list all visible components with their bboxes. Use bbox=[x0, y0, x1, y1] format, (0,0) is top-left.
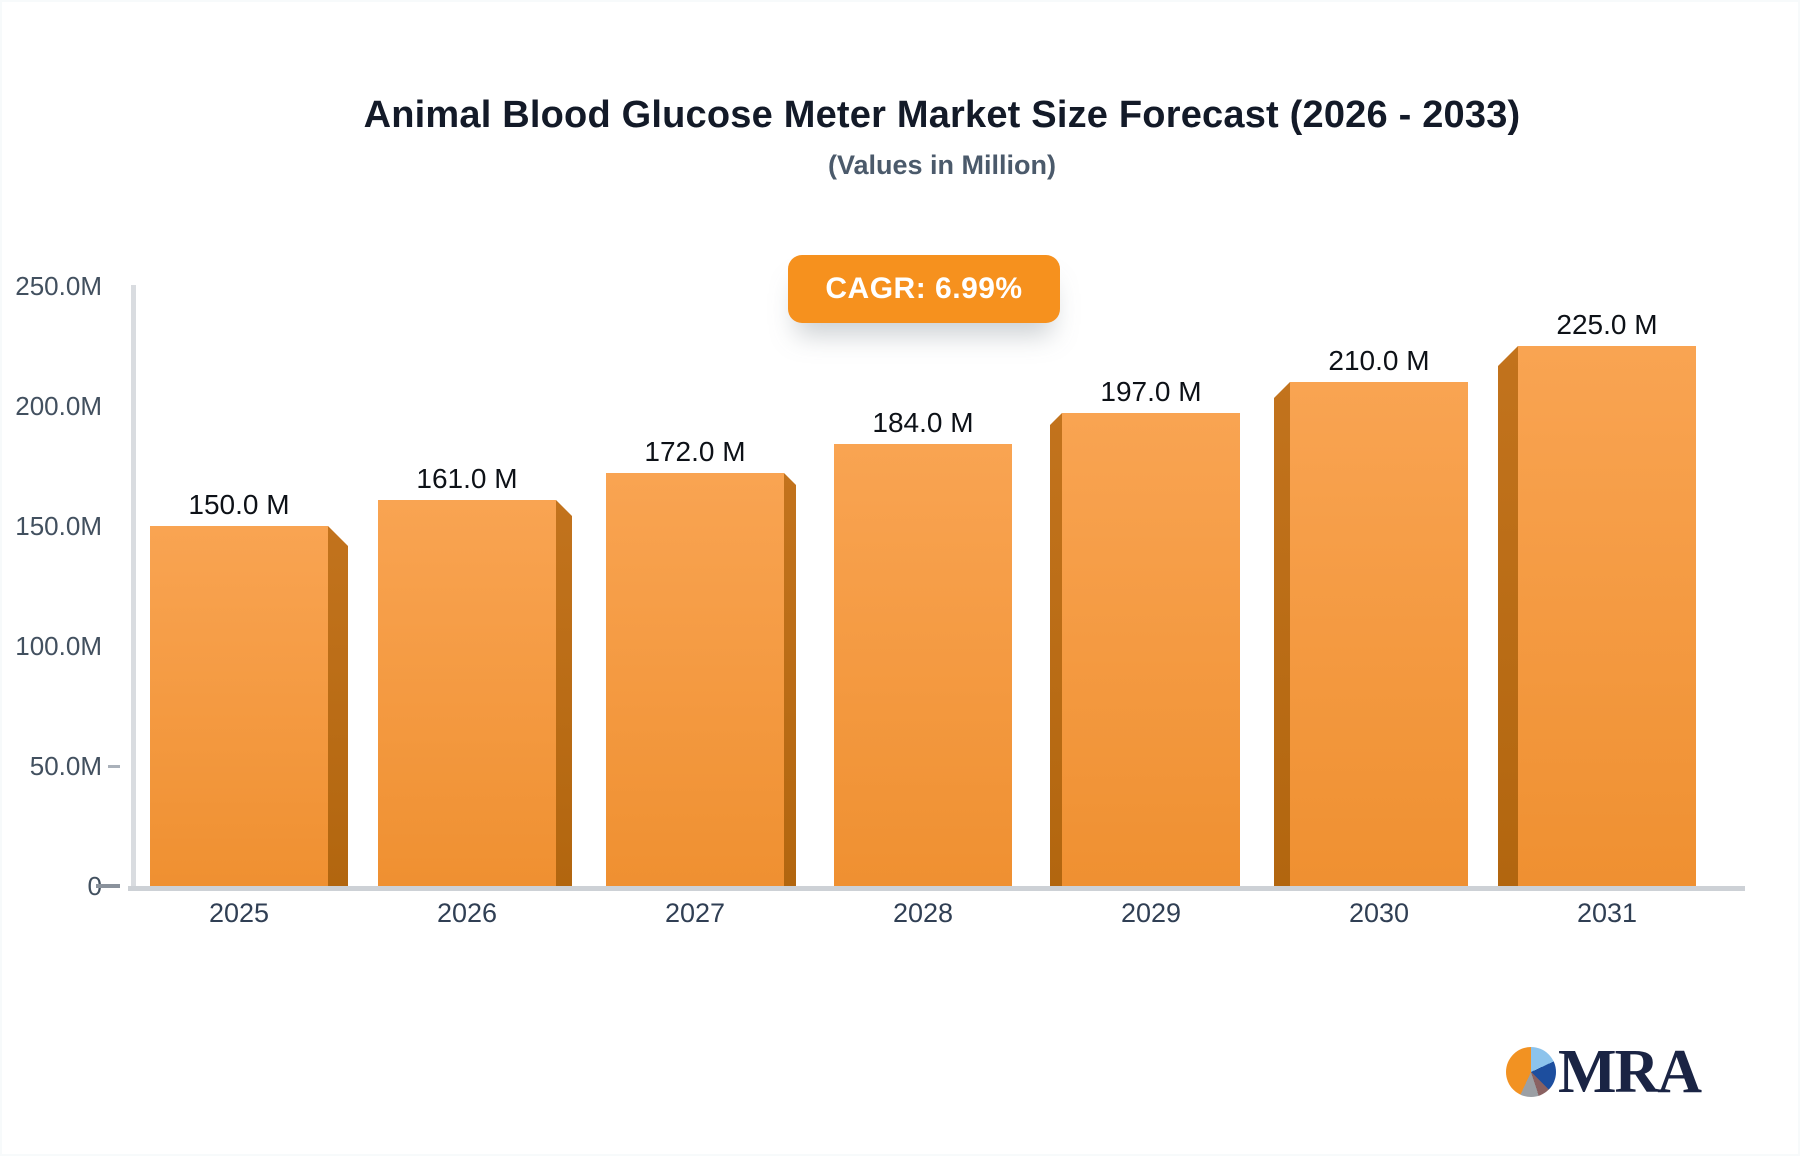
y-axis-tick-minor bbox=[108, 765, 120, 768]
bar-value-label: 184.0 M bbox=[872, 407, 974, 438]
x-axis-label: 2030 bbox=[1348, 898, 1410, 928]
bar-2029 bbox=[1062, 413, 1240, 886]
chart-subtitle: (Values in Million) bbox=[827, 150, 1057, 180]
y-axis-label: 0 bbox=[87, 871, 102, 901]
x-axis-label: 2031 bbox=[1576, 898, 1638, 928]
bar-side-2026 bbox=[556, 500, 572, 886]
y-axis-label: 200.0M bbox=[15, 391, 102, 421]
x-axis-label: 2029 bbox=[1120, 898, 1182, 928]
bar-side-2030 bbox=[1274, 382, 1290, 886]
x-axis-label: 2027 bbox=[664, 898, 726, 928]
bar-value-label: 161.0 M bbox=[416, 463, 518, 494]
y-axis-line bbox=[131, 285, 136, 886]
bar-side-2025 bbox=[328, 526, 348, 886]
cagr-badge: CAGR: 6.99% bbox=[788, 255, 1060, 323]
bar-2028 bbox=[834, 444, 1012, 886]
bar-2027 bbox=[606, 473, 784, 886]
y-axis-label: 150.0M bbox=[15, 511, 102, 541]
y-axis-label: 50.0M bbox=[29, 751, 102, 781]
bar-2030 bbox=[1290, 382, 1468, 886]
bar-2025 bbox=[150, 526, 328, 886]
bar-2031 bbox=[1518, 346, 1696, 886]
bar-value-label: 210.0 M bbox=[1328, 345, 1430, 376]
brand-logo-text: MRA bbox=[1558, 1038, 1702, 1106]
chart-title: Animal Blood Glucose Meter Market Size F… bbox=[363, 94, 1521, 136]
bar-2026 bbox=[378, 500, 556, 886]
y-axis-tick-major bbox=[96, 884, 120, 888]
bar-side-2031 bbox=[1498, 346, 1518, 886]
brand-logo: MRA bbox=[1506, 1038, 1702, 1106]
x-axis-line bbox=[128, 886, 1745, 891]
bar-value-label: 197.0 M bbox=[1100, 376, 1202, 407]
bar-value-label: 225.0 M bbox=[1556, 309, 1658, 340]
bar-side-2029 bbox=[1050, 413, 1062, 886]
x-axis-label: 2026 bbox=[436, 898, 498, 928]
x-axis-label: 2028 bbox=[892, 898, 954, 928]
y-axis-label: 250.0M bbox=[15, 271, 102, 301]
cagr-badge-label: CAGR: 6.99% bbox=[825, 272, 1023, 305]
bar-value-label: 150.0 M bbox=[188, 489, 290, 520]
x-axis-label: 2025 bbox=[208, 898, 270, 928]
bar-side-2027 bbox=[784, 473, 796, 886]
pie-chart-logo-icon bbox=[1506, 1047, 1556, 1097]
y-axis-label: 100.0M bbox=[15, 631, 102, 661]
bar-value-label: 172.0 M bbox=[644, 436, 746, 467]
